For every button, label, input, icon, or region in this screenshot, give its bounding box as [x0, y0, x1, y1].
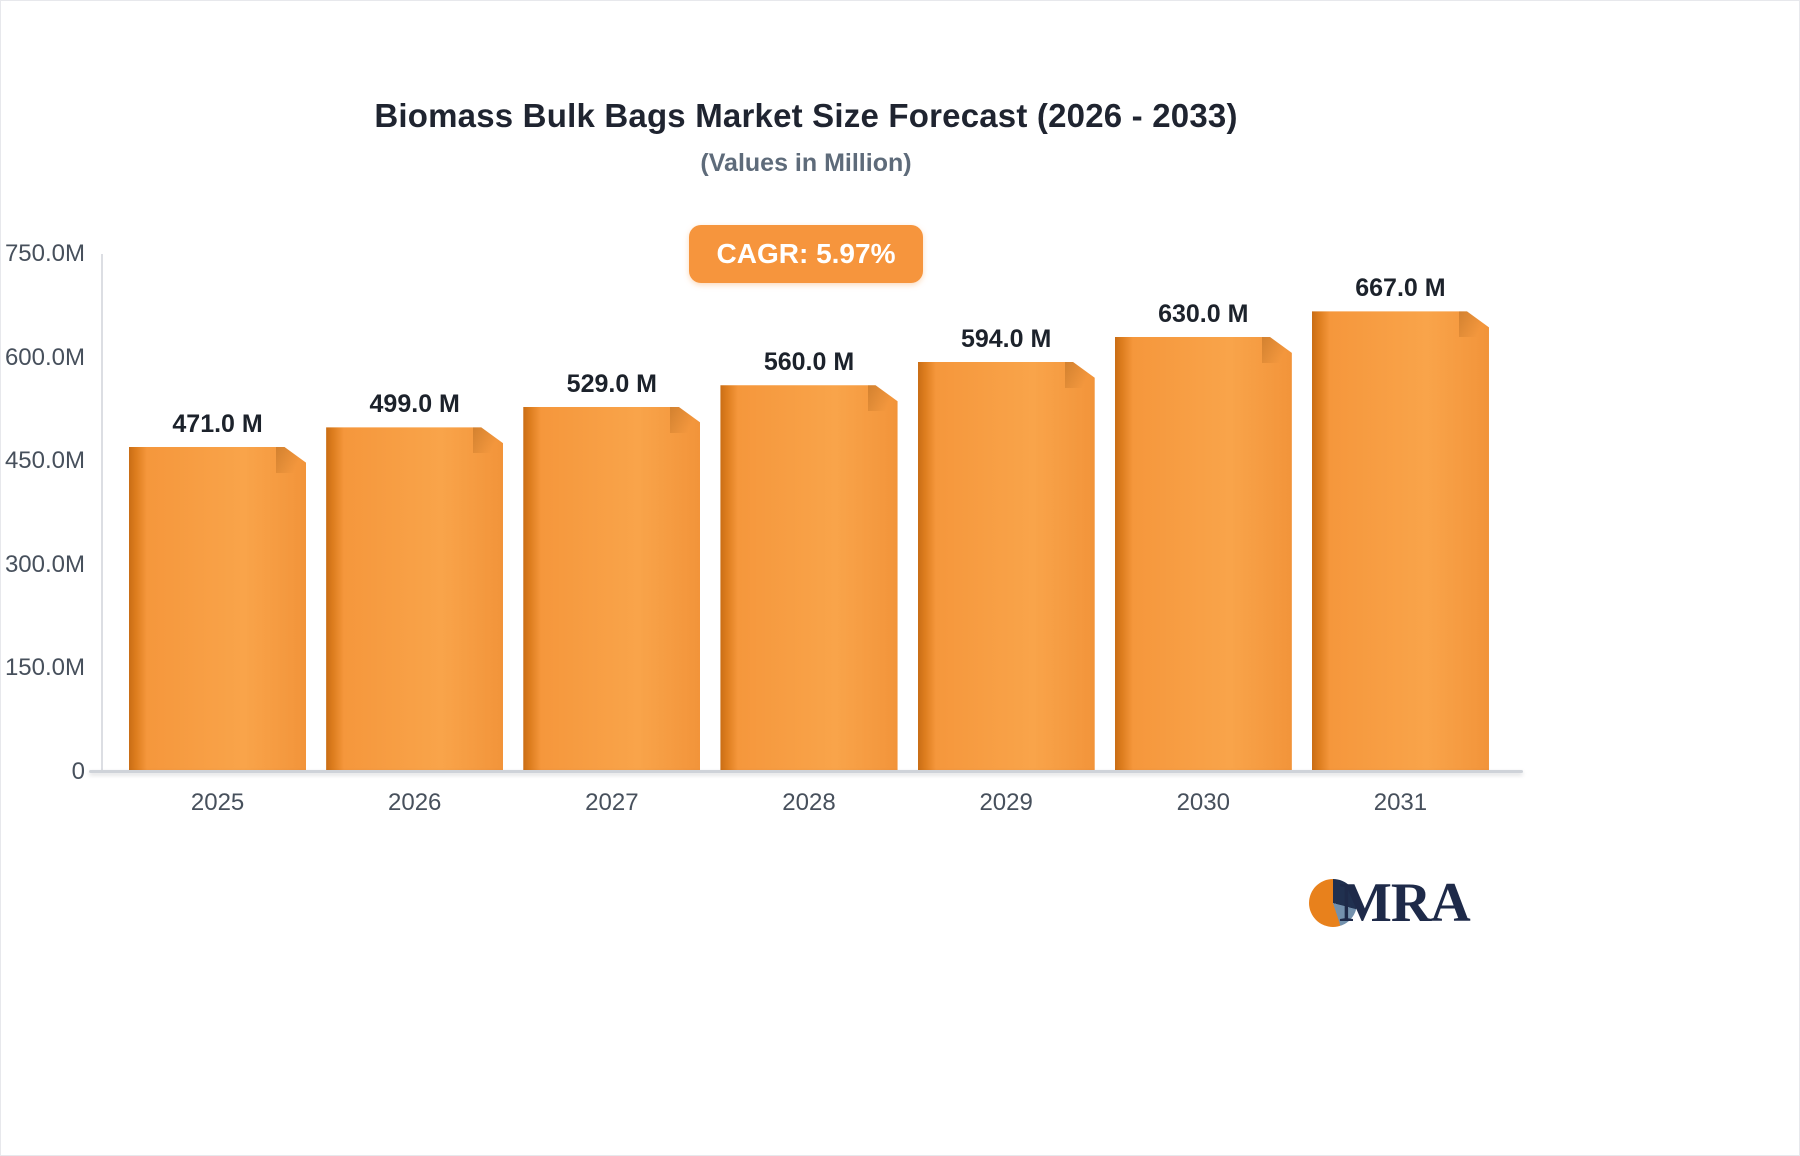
bar-group-2028: 560.0 M — [720, 254, 897, 772]
bar-2030 — [1115, 337, 1292, 772]
x-axis: 2025 2026 2027 2028 2029 2030 2031 — [129, 789, 1489, 817]
bars: 471.0 M 499.0 M 529.0 M 560.0 M 594.0 M 630.0… — [129, 254, 1489, 772]
bar-value-label: 471.0 M — [172, 409, 263, 438]
y-tick-label: 450.0M — [4, 447, 85, 475]
y-tick-label: 600.0M — [4, 343, 85, 371]
bar-value-label: 667.0 M — [1355, 274, 1446, 303]
y-axis: 750.0M 600.0M 450.0M 300.0M 150.0M 0 — [1, 240, 89, 785]
mra-logo-icon — [1309, 879, 1357, 927]
bar-value-label: 529.0 M — [566, 369, 658, 398]
mra-logo-text: MRA — [1339, 872, 1471, 934]
x-axis-label: 2030 — [1176, 789, 1230, 816]
y-tick-label: 300.0M — [4, 550, 85, 578]
cagr-badge-row: CAGR: 5.97% — [1, 225, 1611, 283]
x-axis-label: 2027 — [585, 789, 639, 816]
bar-2025 — [129, 447, 306, 772]
bar-value-label: 560.0 M — [763, 348, 855, 377]
bar-group-2031: 667.0 M — [1312, 254, 1489, 772]
bar-value-label: 499.0 M — [369, 390, 460, 419]
bar-2027 — [523, 407, 700, 772]
y-axis-line — [101, 254, 103, 772]
bar-2026 — [326, 427, 503, 772]
bar-group-2026: 499.0 M — [326, 254, 503, 772]
bar-group-2025: 471.0 M — [129, 254, 306, 772]
bar-value-label: 594.0 M — [960, 324, 1052, 353]
x-axis-label: 2026 — [388, 789, 442, 816]
bar-value-label: 630.0 M — [1158, 299, 1249, 328]
bar-2031 — [1312, 311, 1489, 772]
mra-logo: MRA — [1309, 872, 1471, 934]
x-axis-baseline — [89, 770, 1523, 773]
x-axis-label: 2028 — [782, 789, 836, 816]
x-axis-label: 2031 — [1373, 789, 1428, 816]
bar-group-2030: 630.0 M — [1115, 254, 1292, 772]
y-tick-label: 0 — [71, 758, 85, 785]
bar-group-2029: 594.0 M — [918, 254, 1095, 772]
y-tick-label: 750.0M — [4, 240, 85, 267]
bar-2029 — [918, 362, 1095, 772]
chart-subtitle: (Values in Million) — [700, 149, 912, 177]
y-tick-label: 150.0M — [4, 654, 85, 682]
bar-2028 — [720, 385, 897, 772]
chart-title: Biomass Bulk Bags Market Size Forecast (… — [374, 97, 1238, 134]
cagr-badge: CAGR: 5.97% — [688, 225, 924, 283]
x-axis-label: 2029 — [979, 789, 1033, 816]
bar-group-2027: 529.0 M — [523, 254, 700, 772]
x-axis-label: 2025 — [190, 789, 245, 816]
